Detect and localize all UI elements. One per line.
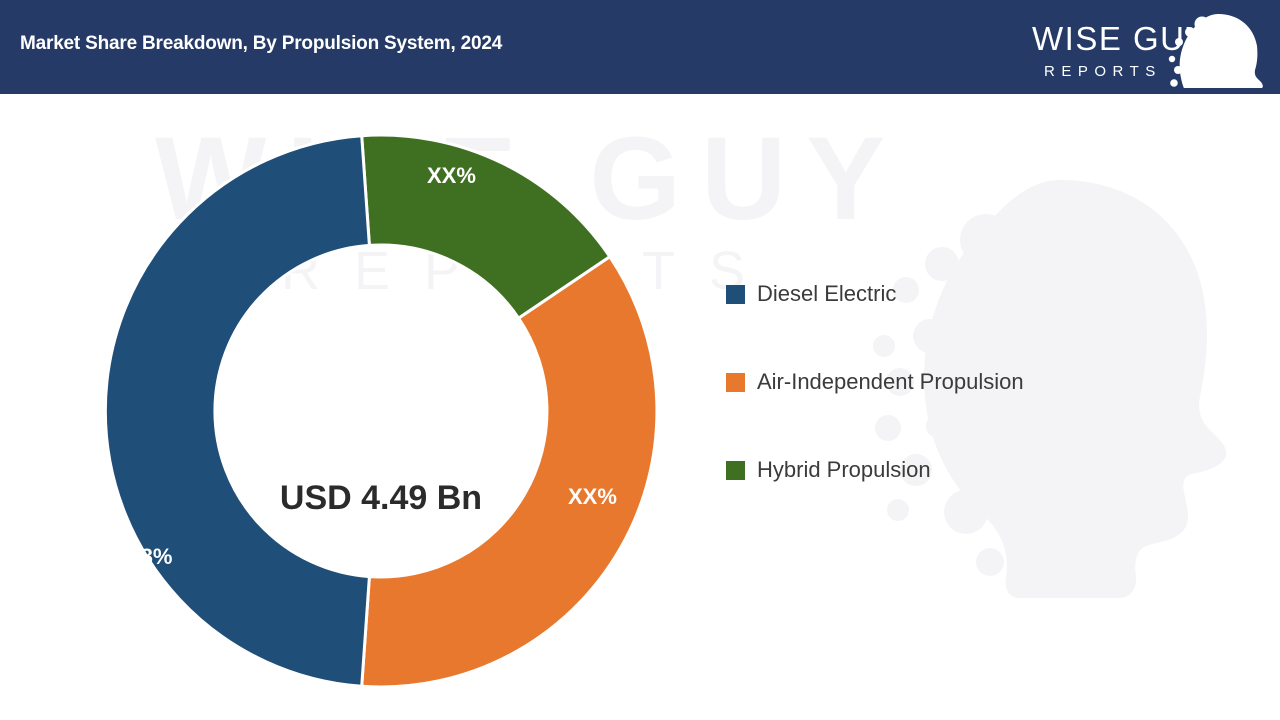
- page-title: Market Share Breakdown, By Propulsion Sy…: [20, 33, 503, 54]
- page-header: Market Share Breakdown, By Propulsion Sy…: [0, 0, 1280, 94]
- legend-swatch-hybrid-propulsion: [726, 460, 745, 480]
- legend-label-hybrid-propulsion: Hybrid Propulsion: [757, 457, 931, 482]
- slice-air-independent-propulsion[interactable]: [360, 254, 659, 689]
- wise-guy-reports-logo: WISE GUY REPORTS: [1032, 14, 1263, 88]
- slice-label-hybrid-propulsion: XX%: [427, 163, 476, 188]
- logo-head-icon: [1168, 14, 1263, 88]
- legend-item-diesel-electric[interactable]: Diesel Electric: [726, 250, 1146, 338]
- donut-chart: 46.8% XX% XX% USD 4.49 Bn: [0, 94, 700, 720]
- logo-line-2-text: REPORTS: [1044, 63, 1162, 80]
- legend-item-air-independent-propulsion[interactable]: Air-Independent Propulsion: [726, 338, 1146, 426]
- slice-label-air-independent-propulsion: XX%: [568, 484, 617, 509]
- chart-legend: Diesel Electric Air-Independent Propulsi…: [726, 250, 1146, 514]
- legend-swatch-diesel-electric: [726, 284, 745, 304]
- slice-label-diesel-electric: 46.8%: [110, 544, 173, 569]
- donut-chart-svg: [103, 133, 659, 689]
- legend-item-hybrid-propulsion[interactable]: Hybrid Propulsion: [726, 426, 1146, 514]
- legend-label-air-independent-propulsion: Air-Independent Propulsion: [757, 369, 1024, 394]
- slice-diesel-electric[interactable]: [103, 134, 372, 688]
- legend-swatch-air-independent-propulsion: [726, 372, 745, 392]
- legend-label-diesel-electric: Diesel Electric: [757, 281, 897, 306]
- donut-center-value: USD 4.49 Bn: [279, 479, 483, 517]
